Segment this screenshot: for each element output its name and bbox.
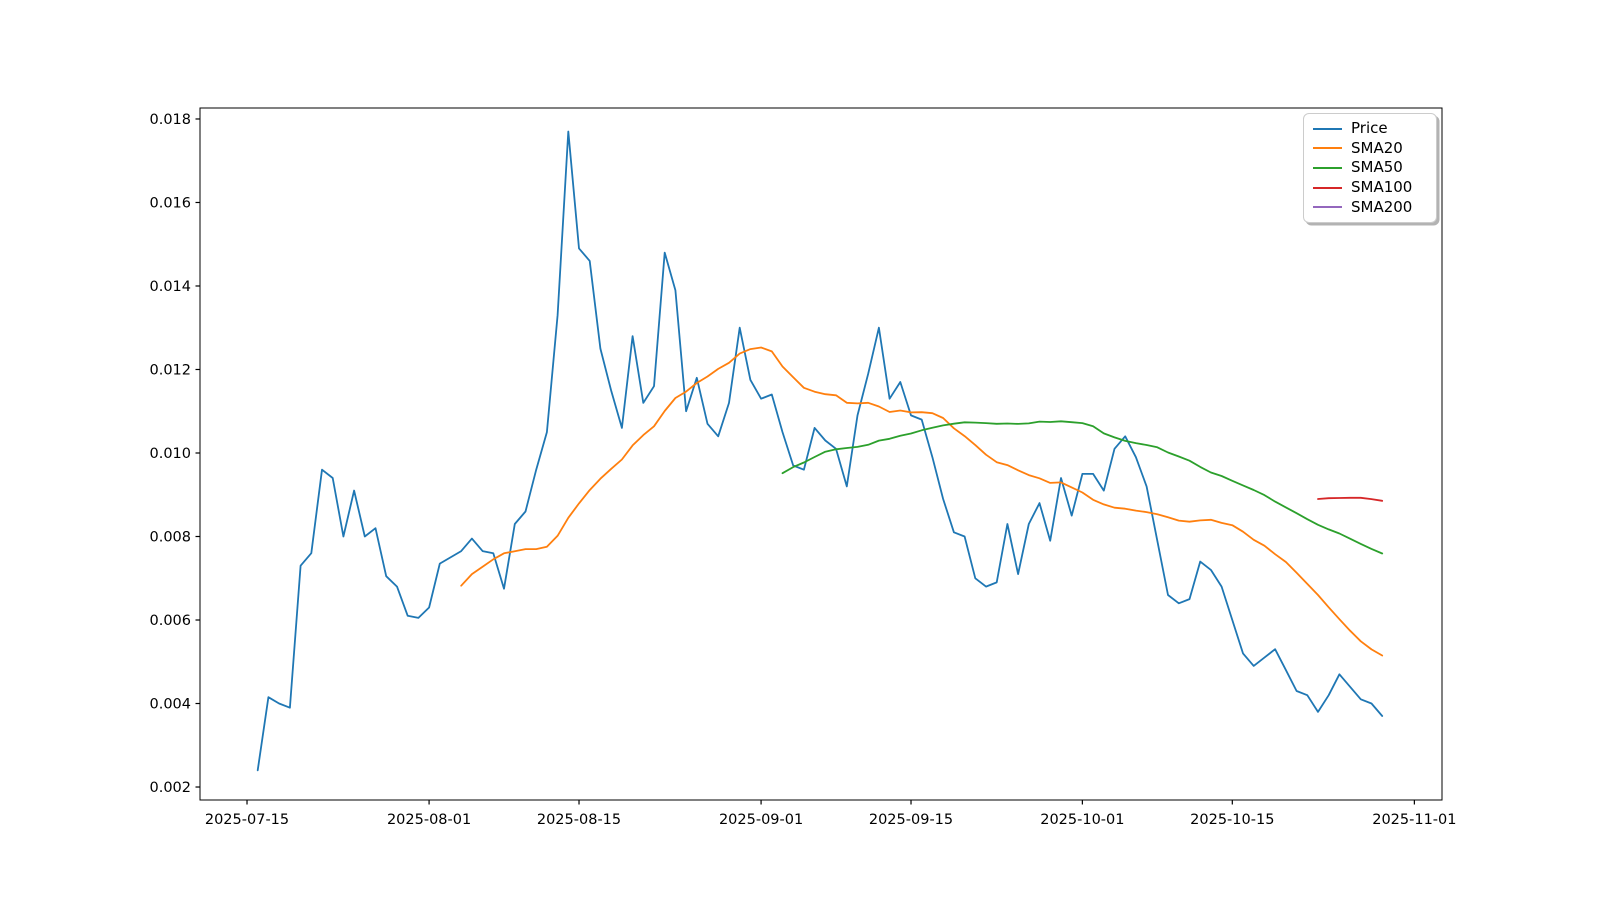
series-lines	[256, 130, 1384, 772]
legend-label-sma100: SMA100	[1351, 178, 1413, 197]
legend-entry-sma20: SMA20	[1313, 139, 1426, 159]
legend-entry-sma200: SMA200	[1313, 197, 1426, 217]
sma50-line-swatch	[1313, 166, 1342, 169]
sma50-line	[781, 420, 1384, 555]
price-line	[256, 130, 1384, 772]
y-tick-label: 0.004	[149, 697, 191, 713]
sma20-line	[460, 346, 1384, 657]
x-tick-label: 2025-09-01	[719, 812, 803, 828]
x-tick-label: 2025-09-15	[869, 812, 953, 828]
y-tick-label: 0.008	[149, 530, 191, 546]
legend-label-sma20: SMA20	[1351, 138, 1403, 157]
y-tick-label: 0.012	[149, 362, 191, 378]
legend-label-price: Price	[1351, 119, 1388, 138]
sma200-line-swatch	[1313, 206, 1342, 209]
legend-entry-sma100: SMA100	[1313, 178, 1426, 198]
plot-frame	[199, 107, 1443, 801]
legend-entry-price: Price	[1313, 119, 1426, 139]
y-tick-label: 0.014	[149, 279, 191, 295]
sma100-line-swatch	[1313, 186, 1342, 189]
legend-entry-sma50: SMA50	[1313, 158, 1426, 178]
sma20-line-swatch	[1313, 147, 1342, 150]
x-tick-label: 2025-10-01	[1040, 812, 1124, 828]
axis-ticks: 2025-07-15 2025-08-01 2025-08-15 2025-09-01…	[149, 112, 1456, 828]
x-tick-label: 2025-08-15	[537, 812, 621, 828]
y-tick-label: 0.016	[149, 195, 191, 211]
legend: Price SMA20 SMA50 SMA100 SMA200	[1303, 113, 1437, 223]
sma100-line	[1317, 496, 1384, 502]
x-tick-label: 2025-11-01	[1372, 812, 1456, 828]
price-line-swatch	[1313, 127, 1342, 130]
x-tick-label: 2025-08-01	[387, 812, 471, 828]
legend-label-sma200: SMA200	[1351, 197, 1413, 216]
x-tick-label: 2025-10-15	[1190, 812, 1274, 828]
legend-label-sma50: SMA50	[1351, 158, 1403, 177]
x-tick-label: 2025-07-15	[205, 812, 289, 828]
y-tick-label: 0.002	[149, 780, 191, 796]
y-tick-label: 0.018	[149, 112, 191, 128]
y-tick-label: 0.006	[149, 613, 191, 629]
y-tick-label: 0.010	[149, 446, 191, 462]
plot-border	[199, 107, 1443, 801]
